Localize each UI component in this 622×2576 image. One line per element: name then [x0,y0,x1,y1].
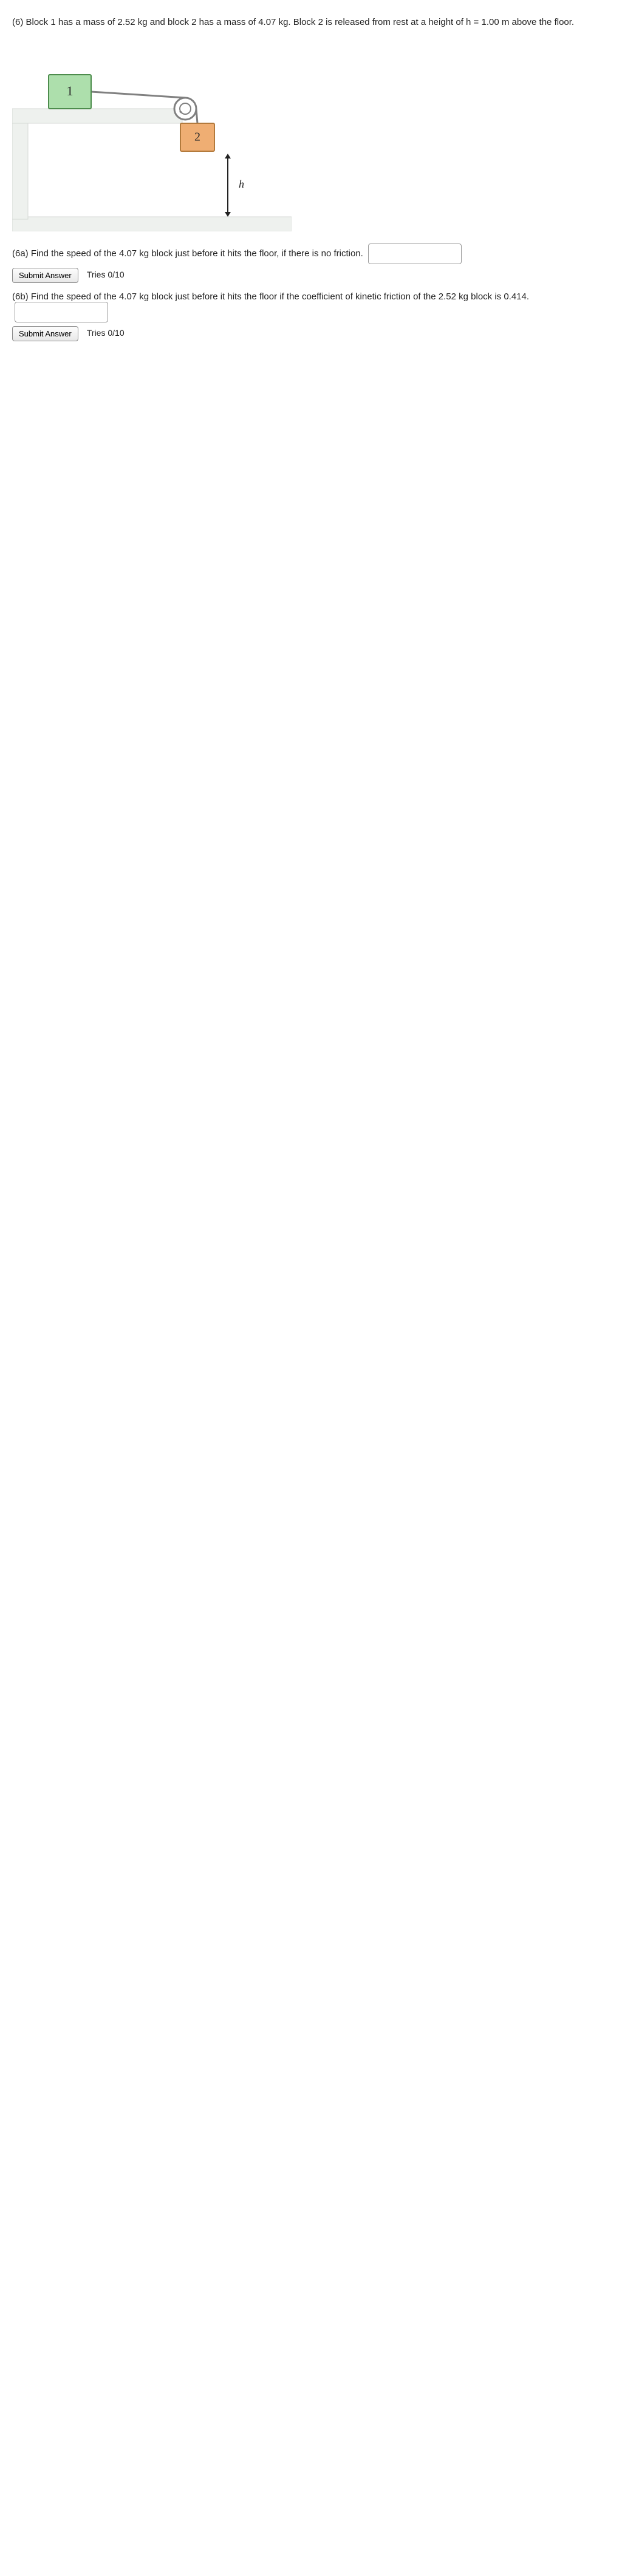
question-6b-text: (6b) Find the speed of the 4.07 kg block… [12,291,529,302]
submit-button-6b[interactable]: Submit Answer [12,326,78,341]
question-6b: (6b) Find the speed of the 4.07 kg block… [12,291,610,322]
svg-text:h: h [239,178,244,190]
submit-row-6a: Submit Answer Tries 0/10 [12,268,610,283]
svg-text:2: 2 [194,131,200,144]
answer-input-6b[interactable] [15,302,108,322]
svg-text:1: 1 [67,83,73,98]
diagram-svg: 1 2 h [12,37,292,231]
answer-input-6a[interactable] [368,244,462,264]
problem-intro: (6) Block 1 has a mass of 2.52 kg and bl… [12,17,610,27]
question-6a-text: (6a) Find the speed of the 4.07 kg block… [12,248,363,259]
question-6a: (6a) Find the speed of the 4.07 kg block… [12,244,610,264]
tries-label-6a: Tries 0/10 [87,270,125,279]
diagram: 1 2 h [12,37,610,231]
submit-row-6b: Submit Answer Tries 0/10 [12,326,610,341]
submit-button-6a[interactable]: Submit Answer [12,268,78,283]
tries-label-6b: Tries 0/10 [87,328,125,338]
